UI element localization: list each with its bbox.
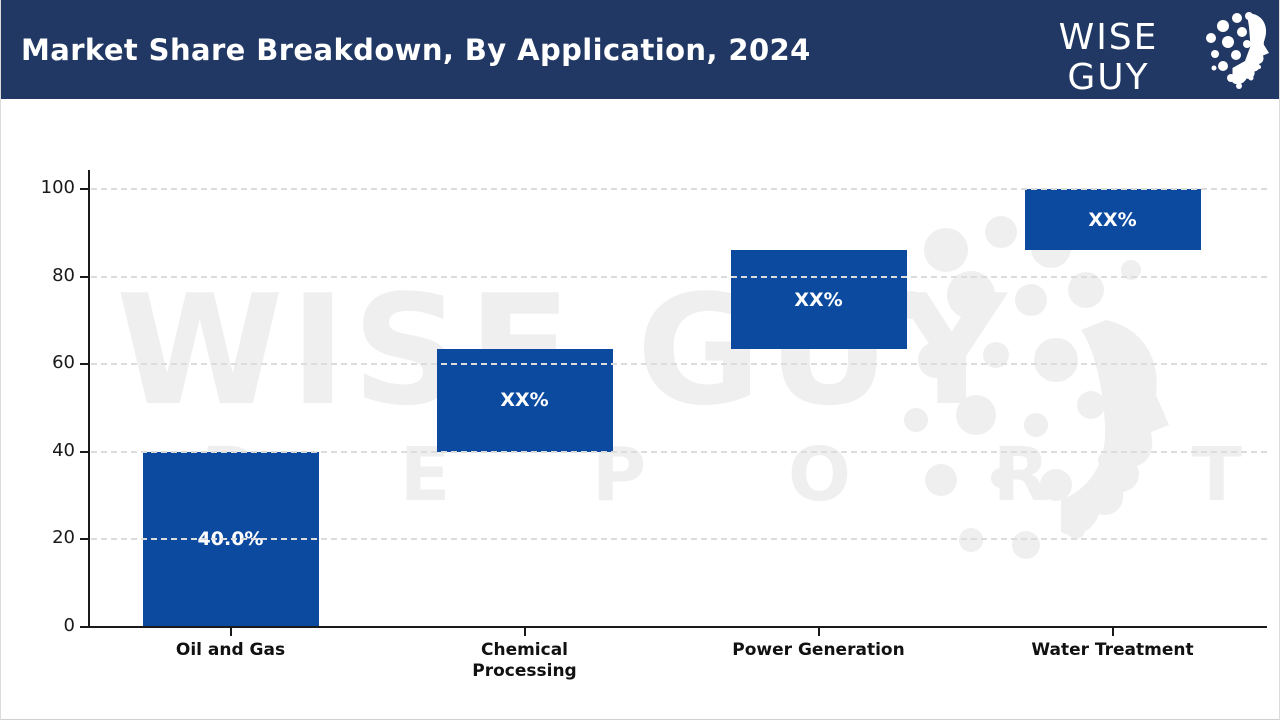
y-axis-tick-label: 20 — [52, 527, 75, 549]
y-axis-line — [88, 170, 90, 627]
y-axis-tick — [80, 450, 89, 453]
wiseguy-logo-text: WISE GUY R E P O R T S — [1014, 17, 1203, 114]
gridline — [91, 450, 1267, 453]
x-axis-category-label: Oil and Gas — [175, 640, 286, 660]
gridline — [91, 188, 1267, 190]
bar-value-label: XX% — [1088, 208, 1137, 231]
page-title: Market Share Breakdown, By Application, … — [21, 32, 811, 67]
x-axis-category-label: Power Generation — [732, 640, 905, 660]
wiseguy-logo: WISE GUY R E P O R T S — [1014, 6, 1269, 113]
x-axis-tick — [229, 627, 232, 636]
x-axis-category-label: Water Treatment — [1031, 640, 1194, 660]
y-axis-tick — [80, 538, 89, 541]
y-axis-tick-label: 100 — [40, 177, 75, 198]
gridline — [91, 538, 1267, 541]
wiseguy-logo-line1: WISE GUY — [1058, 17, 1159, 98]
y-axis-tick — [80, 188, 89, 190]
bar-segment: XX% — [1024, 189, 1201, 251]
y-axis-tick — [80, 363, 89, 366]
y-axis-tick-label: 80 — [52, 264, 75, 286]
wiseguy-logo-line2: R E P O R T S — [1017, 98, 1208, 114]
x-axis-tick — [817, 627, 820, 636]
bar-value-label: XX% — [794, 288, 843, 311]
bar-value-label: XX% — [500, 389, 549, 412]
x-axis-category-label: Chemical Processing — [472, 640, 577, 682]
bar-segment: XX% — [436, 348, 613, 452]
y-axis-tick-label: 40 — [52, 439, 75, 461]
header-bar: Market Share Breakdown, By Application, … — [1, 0, 1279, 113]
x-axis-tick — [523, 627, 526, 636]
y-axis-tick — [80, 626, 89, 628]
bar-segment: XX% — [730, 250, 907, 349]
gridline — [91, 275, 1267, 278]
x-axis-tick — [1111, 627, 1114, 636]
wiseguy-face-icon — [1206, 12, 1269, 89]
x-axis-line — [89, 626, 1267, 628]
y-axis-tick-label: 60 — [52, 352, 75, 374]
y-axis-tick-label: 0 — [63, 615, 75, 636]
gridline — [91, 363, 1267, 366]
y-axis-tick — [80, 275, 89, 278]
